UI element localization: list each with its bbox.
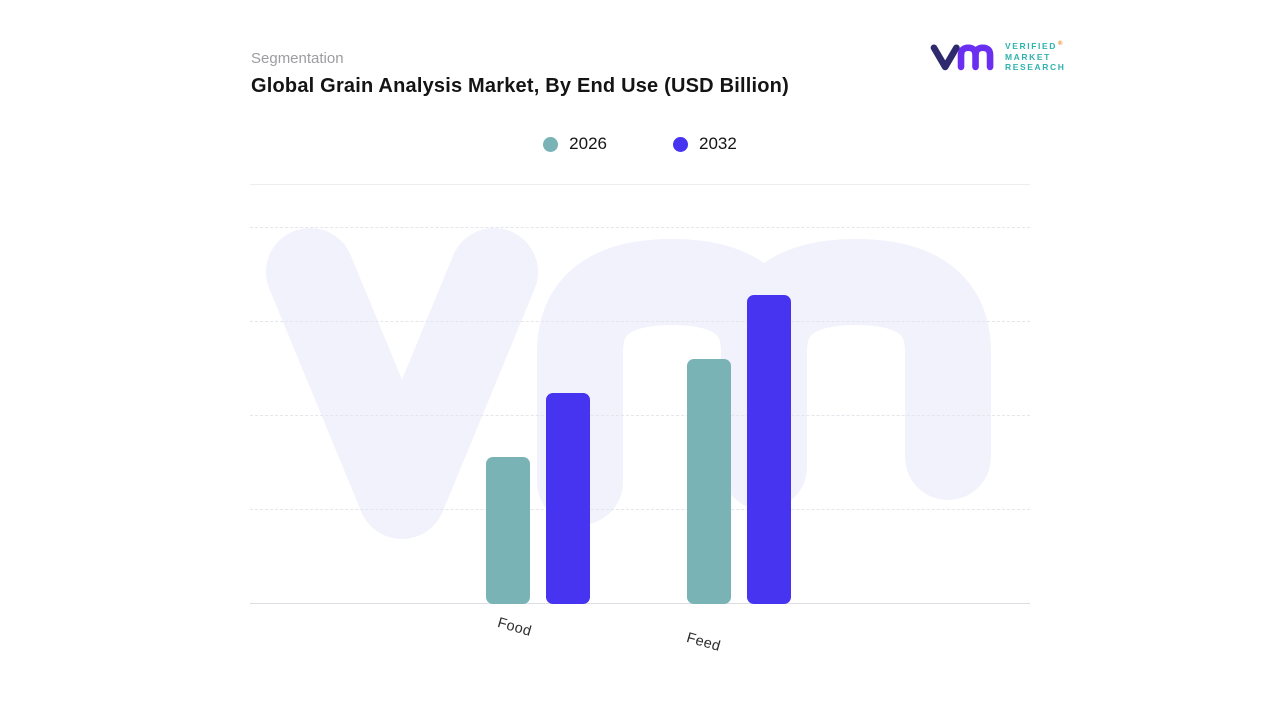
- logo-line-research: RESEARCH: [1005, 62, 1066, 73]
- gridline: [250, 227, 1030, 228]
- legend-label-2026: 2026: [569, 134, 607, 153]
- bar-feed-2032: [747, 295, 791, 604]
- bar-food-2026: [486, 457, 530, 604]
- x-axis-label-food: Food: [495, 615, 534, 640]
- logo-line-market: MARKET: [1005, 51, 1051, 62]
- logo-line-verified: VERIFIED®: [1005, 41, 1063, 52]
- vmr-monogram-icon: [930, 44, 994, 71]
- gridline: [250, 415, 1030, 416]
- chart-subtitle: Segmentation: [251, 50, 344, 67]
- x-axis-label-feed: Feed: [684, 630, 723, 655]
- x-axis-baseline: [250, 603, 1030, 604]
- header-divider: [250, 184, 1030, 185]
- bar-food-2032: [546, 393, 590, 604]
- legend-label-2032: 2032: [699, 134, 737, 153]
- header: Segmentation Global Grain Analysis Marke…: [251, 50, 789, 98]
- page-title: Global Grain Analysis Market, By End Use…: [251, 75, 789, 97]
- gridline: [250, 321, 1030, 322]
- legend-item-2026: 2026: [543, 134, 607, 154]
- vmr-logo-text: VERIFIED® MARKET RESEARCH: [1005, 41, 1066, 73]
- gridline: [250, 509, 1030, 510]
- bar-group-feed: [687, 295, 791, 604]
- legend-item-2032: 2032: [673, 134, 737, 154]
- chart-legend: 2026 2032: [250, 134, 1030, 154]
- legend-swatch-2032: [673, 136, 688, 152]
- bar-feed-2026: [687, 359, 731, 604]
- chart-area: Food Feed: [250, 227, 1030, 655]
- vmr-logo: VERIFIED® MARKET RESEARCH: [930, 40, 1066, 74]
- registered-mark: ®: [1058, 41, 1063, 48]
- legend-swatch-2026: [543, 136, 559, 152]
- bar-group-food: [486, 393, 590, 604]
